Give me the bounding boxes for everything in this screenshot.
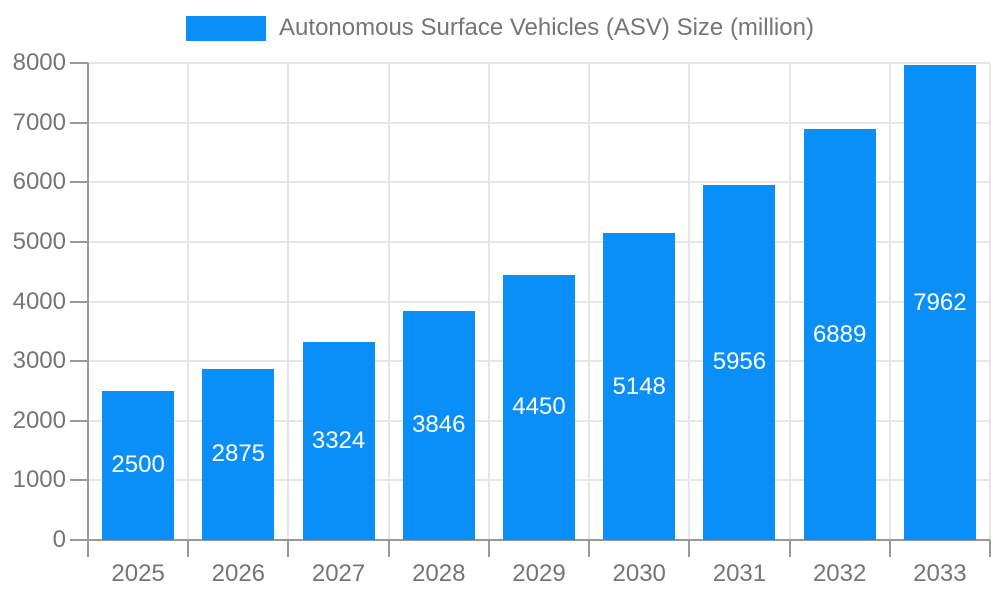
- x-axis-tick: [187, 540, 190, 557]
- y-axis-tick-label: 1000: [12, 466, 66, 494]
- gridline-vertical: [888, 63, 891, 540]
- bar[interactable]: 5148: [603, 233, 676, 540]
- gridline-vertical: [387, 63, 390, 540]
- gridline-vertical: [187, 63, 190, 540]
- y-axis-tick: [70, 419, 88, 422]
- bar-value-label: 7962: [913, 288, 967, 316]
- x-axis-tick: [888, 540, 891, 557]
- x-axis-tick: [387, 540, 390, 557]
- y-axis-tick-label: 3000: [12, 347, 66, 375]
- y-axis-tick-label: 2000: [12, 406, 66, 434]
- x-axis-tick: [788, 540, 791, 557]
- gridline-vertical: [688, 63, 691, 540]
- bar[interactable]: 2500: [102, 390, 175, 540]
- x-axis-tick-label: 2033: [913, 560, 967, 587]
- gridline-vertical: [487, 63, 490, 540]
- y-axis-tick: [70, 240, 88, 243]
- y-axis-tick: [70, 479, 88, 482]
- x-axis-tick-label: 2028: [412, 560, 466, 587]
- bar-value-label: 2500: [111, 451, 165, 479]
- bar[interactable]: 2875: [202, 368, 275, 540]
- gridline-horizontal: [88, 62, 990, 64]
- gridline-horizontal: [88, 181, 990, 184]
- x-axis-tick-label: 2031: [712, 560, 767, 587]
- y-axis-tick: [70, 360, 88, 363]
- x-axis-tick-label: 2030: [612, 560, 666, 587]
- gridline-horizontal: [88, 240, 990, 243]
- bar[interactable]: 6889: [803, 129, 876, 540]
- y-axis-line: [87, 63, 89, 557]
- bar[interactable]: 3846: [402, 310, 475, 540]
- x-axis-tick: [487, 540, 490, 557]
- bar-value-label: 6889: [812, 320, 867, 348]
- x-axis-tick: [287, 540, 290, 557]
- gridline-vertical: [588, 63, 591, 540]
- y-axis-tick: [70, 181, 88, 184]
- bar-value-label: 4450: [512, 393, 566, 421]
- y-axis-tick: [70, 300, 88, 303]
- y-axis-tick-label: 7000: [12, 108, 66, 136]
- legend-swatch: [186, 15, 267, 41]
- gridline-vertical: [788, 63, 791, 540]
- x-axis-tick-label: 2027: [311, 560, 366, 587]
- y-axis-tick-label: 4000: [12, 287, 66, 315]
- bar-value-label: 5956: [712, 348, 767, 376]
- bar[interactable]: 7962: [903, 65, 976, 540]
- y-axis-tick-label: 6000: [12, 168, 66, 196]
- legend-label: Autonomous Surface Vehicles (ASV) Size (…: [279, 14, 814, 41]
- bar-value-label: 3846: [412, 411, 466, 439]
- gridline-horizontal: [88, 121, 990, 124]
- y-axis-tick: [70, 539, 88, 541]
- x-axis-line: [88, 539, 990, 541]
- legend: Autonomous Surface Vehicles (ASV) Size (…: [0, 14, 1000, 42]
- y-axis-tick-label: 8000: [12, 49, 66, 76]
- gridline-vertical: [989, 63, 991, 540]
- x-axis-tick: [688, 540, 691, 557]
- y-axis-tick-label: 0: [52, 526, 66, 553]
- bar-value-label: 3324: [311, 426, 366, 454]
- gridline-vertical: [287, 63, 290, 540]
- x-axis-tick: [989, 540, 991, 557]
- bar-value-label: 5148: [612, 372, 666, 400]
- y-axis-tick: [70, 121, 88, 124]
- bar[interactable]: 3324: [302, 341, 375, 540]
- bar[interactable]: 4450: [503, 274, 575, 540]
- x-axis-tick-label: 2025: [111, 560, 165, 587]
- bar[interactable]: 5956: [703, 184, 776, 540]
- x-axis-tick-label: 2032: [812, 560, 867, 587]
- y-axis-tick: [70, 62, 88, 64]
- x-axis-tick-label: 2029: [512, 560, 566, 587]
- x-axis-tick-label: 2026: [211, 560, 266, 587]
- y-axis-tick-label: 5000: [12, 227, 66, 255]
- x-axis-tick: [588, 540, 591, 557]
- bar-value-label: 2875: [211, 440, 266, 468]
